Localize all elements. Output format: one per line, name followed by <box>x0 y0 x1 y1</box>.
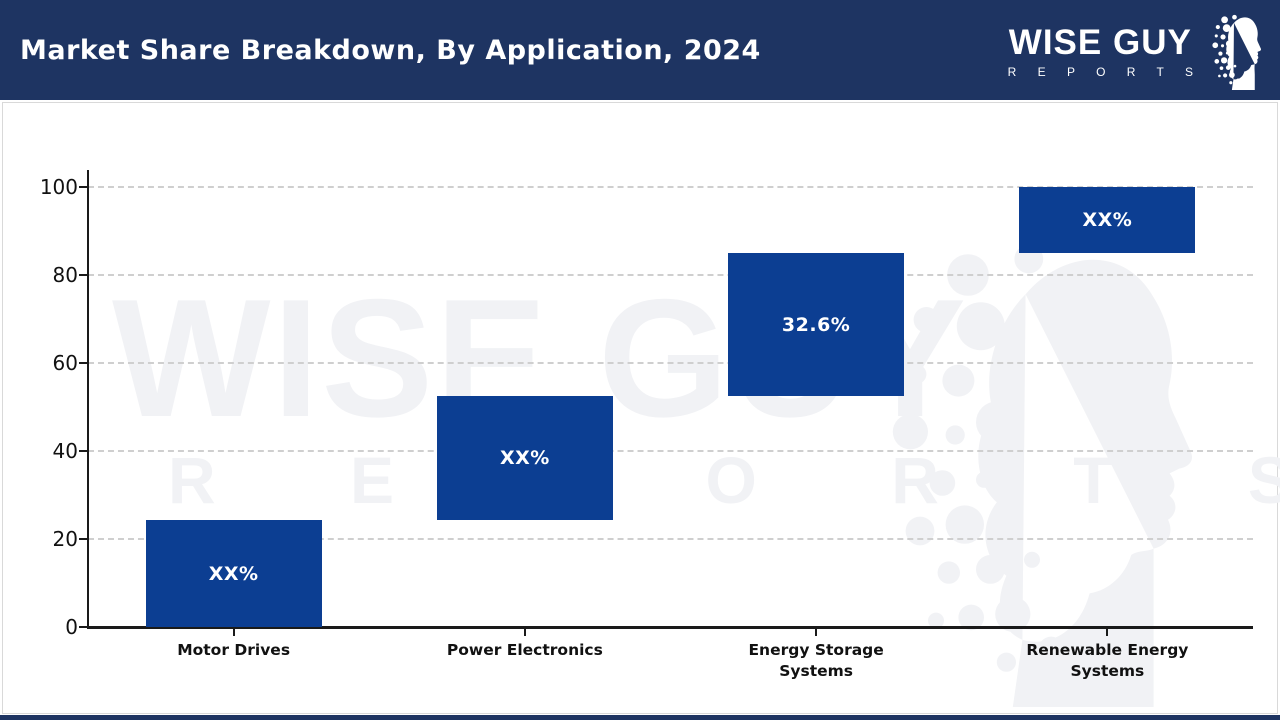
footer-bar <box>0 715 1280 720</box>
y-axis-tick-label: 80 <box>52 263 78 287</box>
bar-motor-drives: XX% <box>145 520 322 627</box>
x-axis-category-label: Renewable Energy Systems <box>1026 641 1189 680</box>
gridline-100 <box>88 186 1253 188</box>
x-axis-line <box>87 626 1253 629</box>
bar-value-label: 32.6% <box>781 313 851 336</box>
gridline-60 <box>88 362 1253 364</box>
bar-renewable-energy-systems: XX% <box>1019 187 1196 253</box>
x-axis-category-label: Power Electronics <box>446 641 603 659</box>
page-title: Market Share Breakdown, By Application, … <box>20 34 761 66</box>
y-axis-tick-label: 100 <box>39 175 78 199</box>
y-axis-tick <box>79 450 87 452</box>
x-axis-tick <box>1106 629 1109 636</box>
x-axis-category-label: Motor Drives <box>177 641 291 659</box>
wise-guy-logo: WISE GUY R E P O R T S <box>999 10 1266 92</box>
gridline-40 <box>88 450 1253 452</box>
logo-subtitle: R E P O R T S <box>1007 64 1202 79</box>
logo-wordmark: WISE GUY <box>1008 22 1192 62</box>
x-axis-tick <box>232 629 235 636</box>
y-axis-tick-label: 40 <box>52 439 78 463</box>
y-axis-tick <box>79 626 87 628</box>
y-axis-tick <box>79 362 87 364</box>
y-axis-tick-label: 0 <box>65 615 78 639</box>
x-axis-tick <box>815 629 818 636</box>
logo-text: WISE GUY R E P O R T S <box>999 22 1202 79</box>
gridline-80 <box>88 274 1253 276</box>
bar-energy-storage-systems: 32.6% <box>728 253 905 397</box>
y-axis-tick-label: 60 <box>52 351 78 375</box>
bar-power-electronics: XX% <box>436 396 613 521</box>
bar-value-label: XX% <box>208 562 259 585</box>
y-axis-line <box>87 170 89 629</box>
y-axis-tick <box>79 186 87 188</box>
bar-value-label: XX% <box>499 447 550 470</box>
y-axis-tick <box>79 274 87 276</box>
head-silhouette-icon <box>1212 14 1262 90</box>
y-axis-tick-label: 20 <box>52 527 78 551</box>
y-axis-tick <box>79 538 87 540</box>
header-bar: Market Share Breakdown, By Application, … <box>0 0 1280 100</box>
bar-value-label: XX% <box>1082 209 1133 231</box>
x-axis-category-label: Energy Storage Systems <box>748 641 884 680</box>
x-axis-tick <box>523 629 526 636</box>
gridline-20 <box>88 538 1253 540</box>
